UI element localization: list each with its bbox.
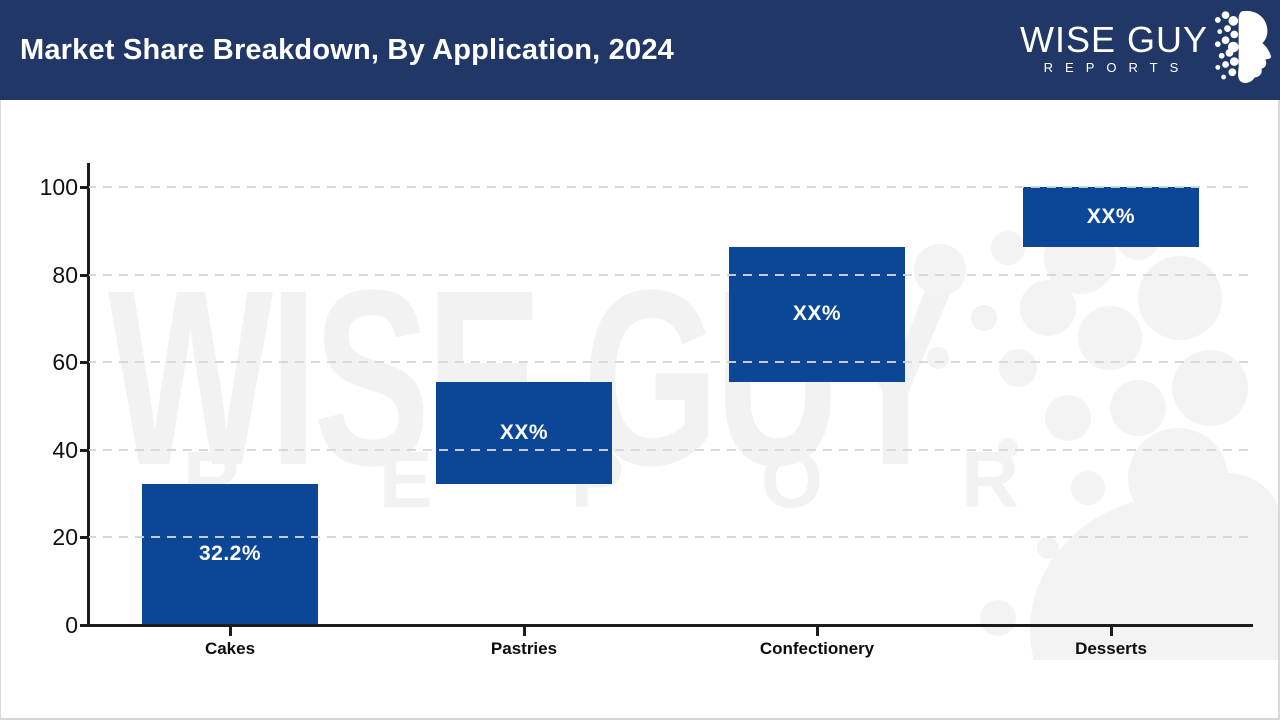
x-tick-mark: [229, 627, 232, 636]
bar-value-label: XX%: [1086, 204, 1136, 228]
logo-subtext: REPORTS: [1043, 59, 1191, 75]
y-tick-label: 80: [52, 261, 78, 288]
bottom-border: [0, 718, 1280, 720]
bar-pastries: XX%: [436, 382, 612, 484]
x-tick-mark: [523, 627, 526, 636]
y-tick-mark: [80, 624, 89, 627]
bar-value-label: XX%: [792, 302, 842, 326]
y-tick-mark: [80, 448, 89, 452]
x-axis-line: [87, 624, 1253, 627]
y-tick-label: 60: [52, 349, 78, 376]
gridline-20: [87, 536, 1253, 539]
bar-confectionery: XX%: [729, 246, 905, 383]
right-border: [1278, 100, 1280, 718]
y-tick-label: 100: [39, 174, 78, 200]
logo-text: WISE GUY REPORTS: [1020, 21, 1208, 75]
gridline-100: [87, 186, 1253, 188]
y-tick-label: 0: [65, 612, 78, 638]
x-category-label: Cakes: [204, 639, 256, 658]
y-tick-mark: [80, 273, 89, 277]
x-tick-mark: [816, 627, 819, 636]
y-tick-mark: [80, 361, 89, 365]
bar-value-label: XX%: [499, 421, 549, 445]
y-tick-label: 20: [52, 524, 78, 551]
y-tick-mark: [80, 186, 89, 189]
x-category-label: Desserts: [1075, 639, 1147, 658]
bar-value-label: 32.2%: [198, 542, 262, 566]
x-tick-mark: [1110, 627, 1113, 636]
logo-wordmark: WISE GUY: [1019, 19, 1208, 61]
gridline-80: [87, 273, 1253, 276]
logo-face-icon: [1214, 10, 1272, 83]
x-category-label: Confectionery: [759, 639, 875, 658]
y-tick-label: 40: [52, 436, 78, 463]
y-axis-line: [87, 163, 90, 627]
bar-desserts: XX%: [1023, 187, 1199, 247]
left-border: [0, 100, 1, 718]
bar-cakes: 32.2%: [142, 483, 318, 625]
wise-guy-reports-logo: WISE GUY REPORTS: [1020, 8, 1274, 88]
watermark-face-icon: [914, 216, 1280, 660]
header-bar: Market Share Breakdown, By Application, …: [0, 0, 1280, 100]
gridline-60: [87, 361, 1253, 364]
page-title: Market Share Breakdown, By Application, …: [20, 33, 674, 66]
x-category-label: Pastries: [490, 639, 558, 658]
gridline-40: [87, 448, 1253, 451]
y-tick-mark: [80, 536, 89, 540]
